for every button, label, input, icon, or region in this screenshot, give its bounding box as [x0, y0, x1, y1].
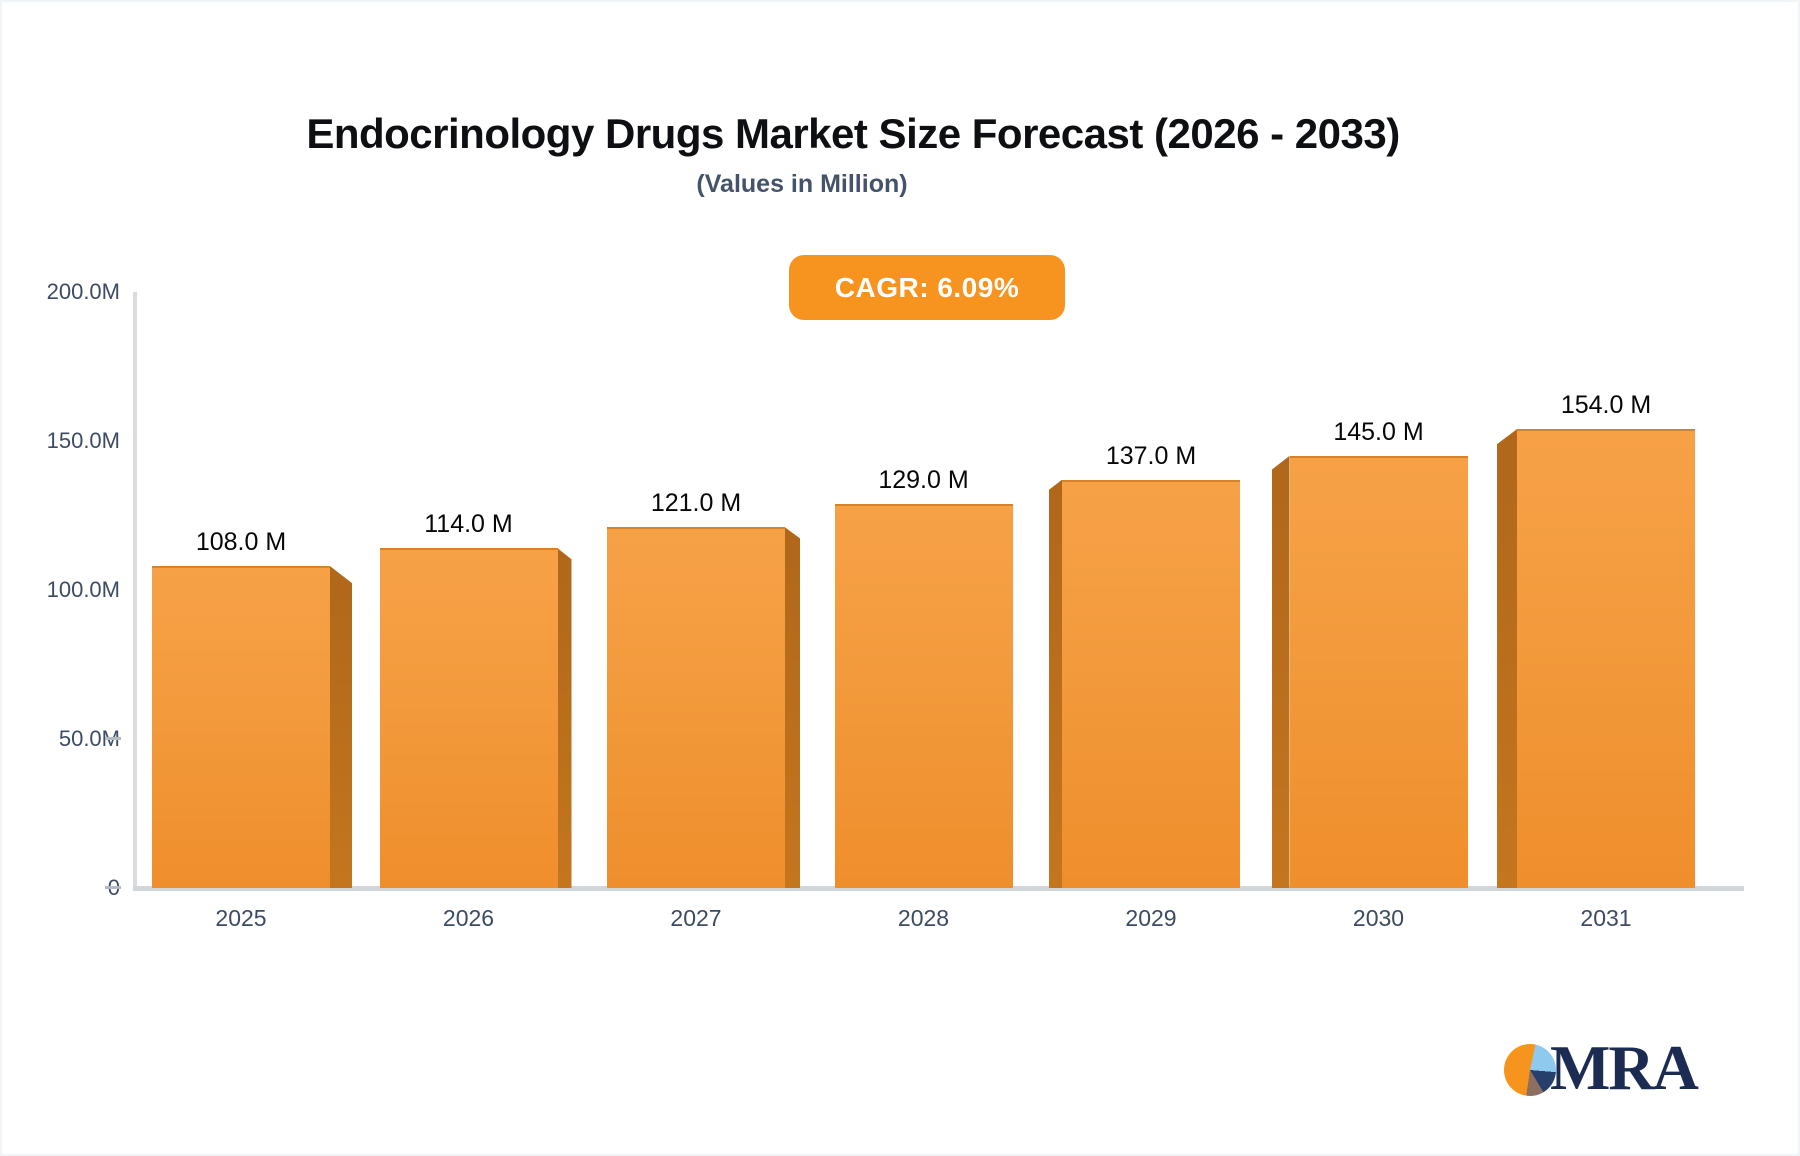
x-axis-label-2029: 2029 — [1125, 905, 1177, 931]
y-axis-tick-label: 150.0M — [46, 428, 120, 453]
bar-3d-side — [1271, 455, 1290, 888]
y-axis-tick-label: 200.0M — [46, 279, 120, 304]
y-axis-tick-label: 100.0M — [46, 577, 120, 602]
x-axis-label-2030: 2030 — [1352, 905, 1405, 931]
bar-value-label: 114.0 M — [424, 510, 513, 539]
bar-2029[interactable] — [1062, 479, 1240, 888]
y-axis-line — [133, 292, 137, 888]
bar-2026[interactable] — [379, 548, 558, 888]
bar-3d-side — [1497, 429, 1517, 888]
y-axis-tick-mark — [105, 737, 121, 740]
bar-2028[interactable] — [834, 503, 1013, 888]
x-axis-label-2027: 2027 — [670, 905, 722, 931]
bar-value-label: 145.0 M — [1333, 417, 1424, 446]
bar-value-label: 121.0 M — [650, 489, 742, 518]
x-axis-label-2025: 2025 — [215, 905, 267, 931]
bar-2030[interactable] — [1289, 455, 1468, 888]
bar-value-label: 154.0 M — [1560, 391, 1652, 420]
y-axis-tick-label: 0 — [2, 874, 120, 902]
pie-chart-logo-icon — [1504, 1044, 1556, 1096]
y-axis-tick-mark — [105, 886, 121, 889]
bar-value-label: 108.0 M — [195, 528, 287, 557]
x-axis-label-2028: 2028 — [897, 905, 950, 931]
x-axis-line — [133, 886, 1744, 891]
bar-2025[interactable] — [152, 566, 330, 888]
bar-3d-side — [330, 566, 352, 888]
cagr-badge: CAGR: 6.09% — [789, 255, 1065, 320]
bar-3d-side — [557, 548, 572, 888]
bar-3d-side — [1049, 479, 1062, 888]
bar-value-label: 137.0 M — [1105, 441, 1197, 470]
bar-value-label: 129.0 M — [878, 465, 969, 494]
chart-subtitle: (Values in Million) — [696, 170, 908, 198]
bar-2027[interactable] — [607, 527, 785, 888]
chart-title: Endocrinology Drugs Market Size Forecast… — [306, 110, 1400, 157]
bar-2031[interactable] — [1517, 429, 1695, 888]
brand-logo-text: MRA — [1550, 1032, 1699, 1103]
x-axis-label-2031: 2031 — [1580, 905, 1632, 931]
y-axis-tick-label: 50.0M — [58, 726, 120, 751]
x-axis-label-2026: 2026 — [442, 905, 495, 931]
bar-3d-side — [785, 527, 800, 888]
